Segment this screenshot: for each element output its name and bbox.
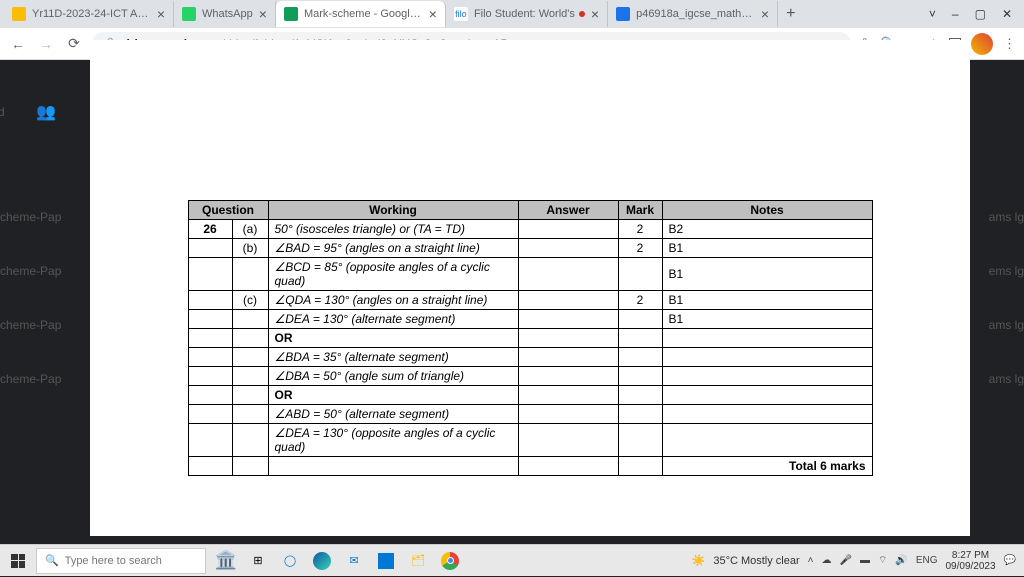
- reload-button[interactable]: ⟳: [64, 34, 84, 54]
- task-icons: 🏛️ ⊞ ◯ ✉ 🗂: [212, 547, 464, 575]
- tab-close-icon[interactable]: ×: [259, 6, 267, 22]
- store-icon[interactable]: [372, 547, 400, 575]
- close-button[interactable]: ✕: [1002, 7, 1012, 21]
- avatar[interactable]: [971, 33, 993, 55]
- maximize-button[interactable]: ▢: [975, 7, 986, 21]
- app-icon[interactable]: 🏛️: [212, 547, 240, 575]
- onedrive-icon[interactable]: ☁: [822, 555, 832, 566]
- clock[interactable]: 8:27 PM 09/09/2023: [945, 550, 995, 572]
- document-page: Question Working Answer Mark Notes 26(a)…: [90, 60, 970, 536]
- tab-title: Yr11D-2023-24-ICT ABED: [32, 8, 151, 20]
- wifi-icon[interactable]: ⌔: [878, 554, 887, 567]
- bg-text: d: [0, 105, 5, 119]
- tab-favicon: filo: [454, 7, 468, 21]
- table-row: ∠ABD = 50° (alternate segment): [188, 405, 872, 424]
- explorer-icon[interactable]: 🗂: [404, 547, 432, 575]
- table-row: ∠DEA = 130° (alternate segment)B1: [188, 310, 872, 329]
- col-answer: Answer: [518, 201, 618, 220]
- notifications-icon[interactable]: 💬: [1004, 555, 1016, 566]
- mic-icon[interactable]: 🎤: [840, 555, 852, 566]
- col-notes: Notes: [662, 201, 872, 220]
- weather-text[interactable]: 35°C Mostly clear: [713, 555, 799, 567]
- tab-close-icon[interactable]: ×: [429, 6, 437, 22]
- col-mark: Mark: [618, 201, 662, 220]
- document-top-strip: [90, 40, 970, 60]
- lang-indicator[interactable]: ENG: [916, 555, 938, 566]
- new-tab-button[interactable]: +: [778, 5, 803, 23]
- volume-icon[interactable]: 🔊: [895, 555, 907, 566]
- table-row: ∠DEA = 130° (opposite angles of a cyclic…: [188, 424, 872, 457]
- mail-icon[interactable]: ✉: [340, 547, 368, 575]
- viewport: d 👥 cheme-Pap ams lg cheme-Pap ems lg ch…: [0, 60, 1024, 544]
- menu-icon[interactable]: ⋮: [1003, 36, 1016, 52]
- table-total-row: Total 6 marks: [188, 457, 872, 476]
- system-tray: ☀️ 35°C Mostly clear ˄ ☁ 🎤 ▬ ⌔ 🔊 ENG 8:2…: [692, 550, 1024, 572]
- taskview-icon[interactable]: ⊞: [244, 547, 272, 575]
- tab-favicon: [284, 7, 298, 21]
- tab-favicon: [182, 7, 196, 21]
- forward-button[interactable]: →: [36, 34, 56, 54]
- tab-title: Filo Student: World's: [474, 8, 575, 20]
- tray-chevron-icon[interactable]: ˄: [808, 555, 814, 566]
- start-button[interactable]: [0, 545, 36, 577]
- chrome-icon[interactable]: [436, 547, 464, 575]
- clock-date: 09/09/2023: [945, 561, 995, 572]
- col-working: Working: [268, 201, 518, 220]
- bg-text: ems lg: [989, 264, 1024, 278]
- tab-title: WhatsApp: [202, 8, 253, 20]
- table-row: OR: [188, 386, 872, 405]
- table-row: ∠BCD = 85° (opposite angles of a cyclic …: [188, 258, 872, 291]
- search-icon: 🔍: [45, 554, 59, 567]
- bg-text: ams lg: [989, 372, 1024, 386]
- tab[interactable]: Mark-scheme - Google D ×: [276, 1, 446, 27]
- tab-close-icon[interactable]: ×: [761, 6, 769, 22]
- add-person-icon[interactable]: 👥: [36, 102, 56, 122]
- minimize-button[interactable]: –: [952, 7, 959, 21]
- bg-text: cheme-Pap: [0, 264, 61, 278]
- search-placeholder: Type here to search: [65, 555, 162, 567]
- bg-text: cheme-Pap: [0, 318, 61, 332]
- cortana-icon[interactable]: ◯: [276, 547, 304, 575]
- search-input[interactable]: 🔍 Type here to search: [36, 548, 206, 574]
- table-row: 26(a)50° (isosceles triangle) or (TA = T…: [188, 220, 872, 239]
- taskbar: 🔍 Type here to search 🏛️ ⊞ ◯ ✉ 🗂 ☀️ 35°C…: [0, 544, 1024, 576]
- tab[interactable]: WhatsApp ×: [174, 1, 276, 27]
- tab[interactable]: filo Filo Student: World's ×: [446, 1, 608, 27]
- table-row: OR: [188, 329, 872, 348]
- table-row: (b)∠BAD = 95° (angles on a straight line…: [188, 239, 872, 258]
- tab-favicon: [12, 7, 26, 21]
- bg-text: ams lg: [989, 318, 1024, 332]
- bg-text: ams lg: [989, 210, 1024, 224]
- tab-title: p46918a_igcse_maths_b_: [636, 8, 755, 20]
- tab-close-icon[interactable]: ×: [591, 6, 599, 22]
- tabs-bar: Yr11D-2023-24-ICT ABED×WhatsApp×Mark-sch…: [0, 0, 1024, 28]
- back-button[interactable]: ←: [8, 34, 28, 54]
- edge-icon[interactable]: [308, 547, 336, 575]
- clock-time: 8:27 PM: [945, 550, 995, 561]
- table-row: (c)∠QDA = 130° (angles on a straight lin…: [188, 291, 872, 310]
- mark-scheme-table: Question Working Answer Mark Notes 26(a)…: [188, 200, 873, 476]
- tab[interactable]: p46918a_igcse_maths_b_ ×: [608, 1, 778, 27]
- tab-title: Mark-scheme - Google D: [304, 8, 423, 20]
- col-question: Question: [188, 201, 268, 220]
- tab-favicon: [616, 7, 630, 21]
- chevron-down-icon[interactable]: ˅: [929, 7, 936, 21]
- weather-icon[interactable]: ☀️: [692, 554, 706, 567]
- table-row: ∠DBA = 50° (angle sum of triangle): [188, 367, 872, 386]
- window-controls: ˅ – ▢ ✕: [929, 7, 1020, 21]
- bg-text: cheme-Pap: [0, 372, 61, 386]
- table-row: ∠BDA = 35° (alternate segment): [188, 348, 872, 367]
- rec-dot-icon: [579, 11, 585, 17]
- bg-text: cheme-Pap: [0, 210, 61, 224]
- tab[interactable]: Yr11D-2023-24-ICT ABED ×: [4, 1, 174, 27]
- tab-close-icon[interactable]: ×: [157, 6, 165, 22]
- battery-icon[interactable]: ▬: [860, 555, 870, 566]
